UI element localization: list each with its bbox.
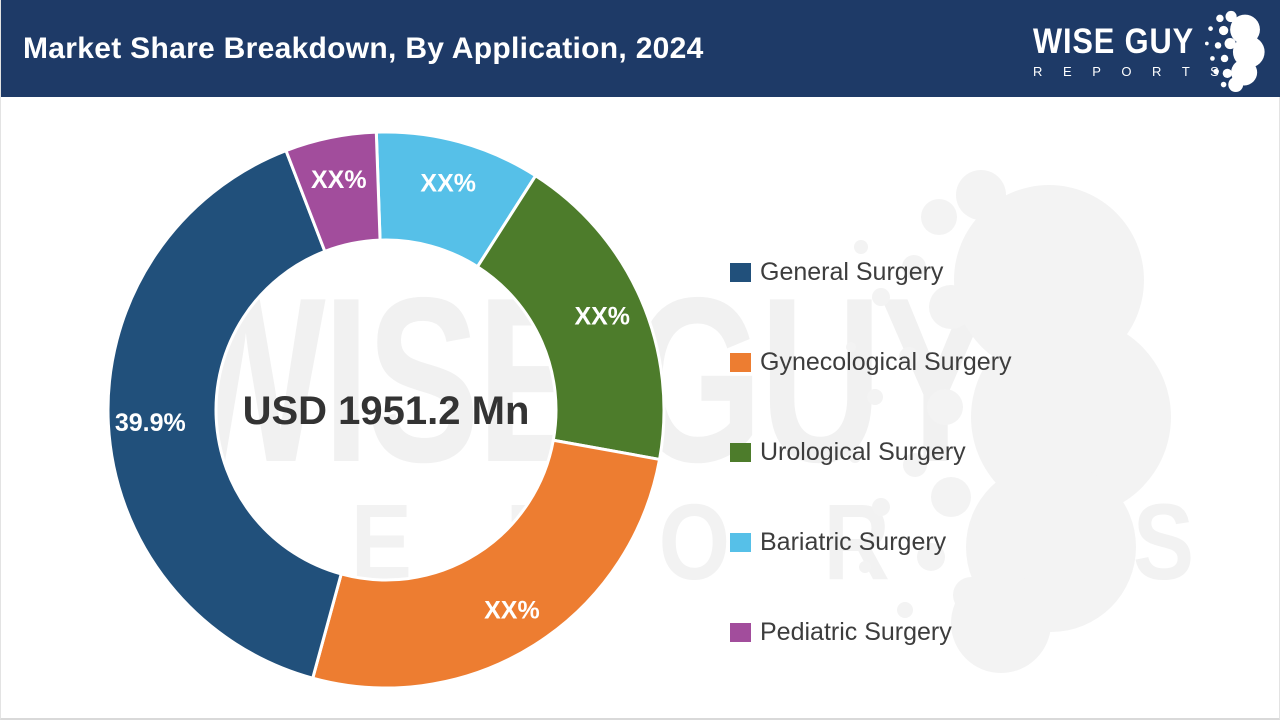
- slice-percent-label: XX%: [420, 169, 476, 197]
- logo-subtitle: R E P O R T S: [1033, 64, 1228, 79]
- donut-slice-labels: XX% XX% XX% 39.9% XX%: [115, 166, 630, 625]
- slice-percent-label: XX%: [484, 597, 540, 625]
- slice-percent-label: 39.9%: [115, 409, 186, 437]
- logo-text: WISE GUY R E P O R T S: [1033, 24, 1227, 79]
- donut-slice-pediatric-surgery: [284, 130, 382, 253]
- wise-guy-reports-logo: WISE GUY R E P O R T S: [1017, 8, 1265, 92]
- donut-slice-gynecological-surgery: [311, 438, 662, 690]
- donut-chart-area: XX% XX% XX% 39.9% XX% USD 1951.2 Mn: [106, 130, 666, 690]
- logo-wordmark: WISE GUY: [1033, 22, 1195, 61]
- legend-item-urological-surgery: Urological Surgery: [730, 437, 966, 467]
- legend-swatch: [730, 262, 751, 282]
- legend-swatch: [730, 352, 751, 372]
- legend-label: Gynecological Surgery: [760, 347, 1012, 376]
- page-title: Market Share Breakdown, By Application, …: [23, 31, 704, 65]
- logo-head-profile-icon: [1204, 10, 1265, 92]
- chart-center-value: USD 1951.2 Mn: [243, 389, 530, 433]
- donut-chart: XX% XX% XX% 39.9% XX% USD 1951.2 Mn: [106, 130, 666, 690]
- donut-slice-urological-surgery: [475, 174, 666, 461]
- legend-swatch: [730, 532, 751, 552]
- legend-item-bariatric-surgery: Bariatric Surgery: [730, 527, 946, 557]
- legend-label: General Surgery: [760, 257, 944, 286]
- legend-swatch: [730, 622, 751, 642]
- slice-percent-label: XX%: [574, 303, 630, 331]
- legend-item-gynecological-surgery: Gynecological Surgery: [730, 347, 1012, 377]
- legend-swatch: [730, 442, 751, 462]
- slice-percent-label: XX%: [311, 166, 367, 194]
- watermark-face-icon: [846, 170, 1171, 673]
- legend-label: Urological Surgery: [760, 437, 966, 466]
- donut-slice-general-surgery: [106, 149, 343, 680]
- legend-item-pediatric-surgery: Pediatric Surgery: [730, 617, 952, 647]
- header-bar: Market Share Breakdown, By Application, …: [1, 0, 1280, 97]
- legend-label: Bariatric Surgery: [760, 527, 947, 556]
- donut-slices: [106, 130, 666, 690]
- legend-item-general-surgery: General Surgery: [730, 257, 943, 287]
- legend-label: Pediatric Surgery: [760, 617, 952, 646]
